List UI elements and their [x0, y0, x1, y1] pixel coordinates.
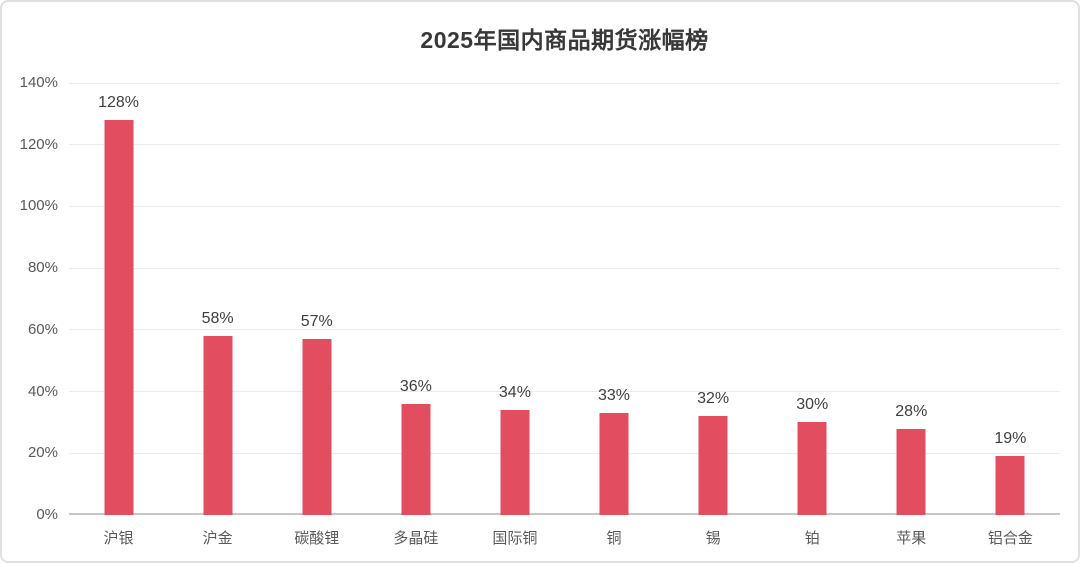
x-axis-label: 锡 — [705, 530, 721, 547]
plot-area: 128% 沪银 58% 沪金 57% 碳酸锂 36% 多晶硅 34% 国际铜 33% 铜 32% 锡 30%… — [69, 82, 1060, 547]
bar-value-label: 30% — [796, 396, 829, 414]
bar — [797, 422, 827, 515]
x-axis-label: 多晶硅 — [393, 530, 439, 547]
gridline — [69, 82, 1060, 84]
y-tick-label: 140% — [19, 74, 58, 91]
bar — [302, 339, 332, 515]
x-axis-label: 苹果 — [896, 530, 927, 547]
bar — [203, 336, 233, 515]
y-tick-label: 100% — [19, 197, 58, 215]
x-axis-label: 沪金 — [202, 530, 233, 547]
bar-value-label: 34% — [498, 384, 531, 402]
bar-slot: 57% 碳酸锂 — [267, 83, 366, 547]
bar-slot: 128% 沪银 — [69, 83, 168, 547]
x-axis-label: 铝合金 — [987, 530, 1033, 547]
bar — [698, 416, 728, 515]
bar-value-label: 19% — [994, 430, 1027, 448]
y-tick-label: 40% — [27, 382, 58, 400]
bar-value-label: 58% — [201, 310, 234, 328]
bar-value-label: 32% — [697, 390, 730, 408]
x-axis-label: 沪银 — [103, 530, 134, 547]
y-tick-label: 120% — [19, 135, 58, 153]
bar — [500, 410, 530, 515]
bar — [401, 403, 431, 515]
bar-slot: 58% 沪金 — [168, 83, 267, 547]
bar-value-label: 57% — [300, 313, 333, 331]
x-axis-label: 国际铜 — [492, 530, 538, 547]
y-tick-label: 20% — [27, 444, 58, 462]
gridline — [69, 391, 1060, 393]
gridline — [69, 205, 1060, 207]
bar — [896, 428, 926, 515]
y-axis: 0% 20% 40% 60% 80% 100% 120% 140% — [2, 74, 69, 523]
bar-slot: 32% 锡 — [664, 83, 763, 547]
x-axis-label: 碳酸锂 — [294, 530, 340, 547]
bar — [104, 120, 134, 515]
bar-value-label: 33% — [598, 387, 631, 405]
chart-title: 2025年国内商品期货涨幅榜 — [420, 27, 709, 53]
y-tick-label: 80% — [27, 259, 58, 277]
y-tick-label: 0% — [36, 506, 58, 523]
bar-value-label: 28% — [895, 402, 928, 420]
bar-value-label: 36% — [399, 377, 432, 395]
y-tick-label: 60% — [27, 320, 58, 338]
bar-slot: 34% 国际铜 — [465, 83, 564, 547]
gridline — [69, 144, 1060, 146]
bar-slot: 19% 铝合金 — [961, 83, 1060, 547]
gridline — [69, 267, 1060, 269]
gridline — [69, 452, 1060, 454]
bar-slot: 28% 苹果 — [862, 83, 961, 547]
bar-series: 128% 沪银 58% 沪金 57% 碳酸锂 36% 多晶硅 34% 国际铜 33% 铜 32% 锡 30%… — [69, 83, 1060, 547]
x-axis-label: 铂 — [804, 530, 820, 547]
bar-value-label: 128% — [98, 94, 140, 112]
bar-slot: 33% 铜 — [564, 83, 663, 547]
bar-slot: 36% 多晶硅 — [366, 83, 465, 547]
x-axis-label: 铜 — [606, 530, 622, 547]
bar — [995, 456, 1025, 515]
bar — [599, 413, 629, 515]
gridline — [69, 329, 1060, 331]
bar-slot: 30% 铂 — [763, 83, 862, 547]
x-axis-line — [69, 513, 1060, 515]
